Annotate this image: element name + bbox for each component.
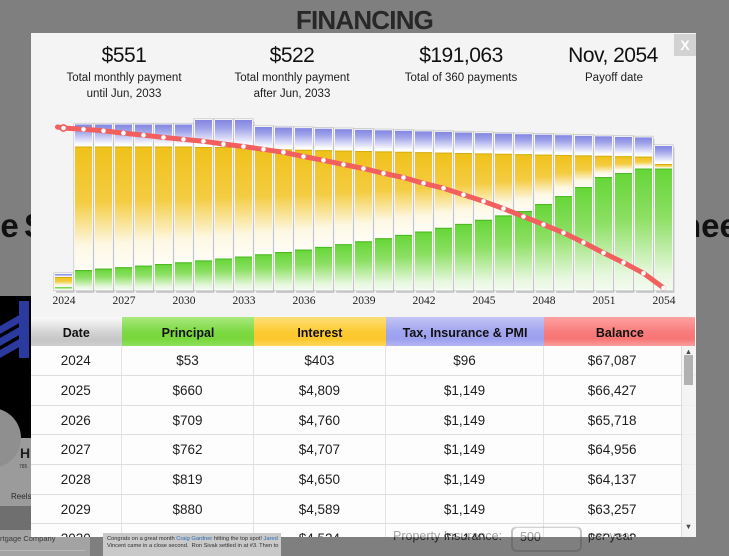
svg-text:H: H [20,445,30,461]
svg-text:785: 785 [19,464,28,470]
svg-text:Reels: Reels [11,492,31,501]
